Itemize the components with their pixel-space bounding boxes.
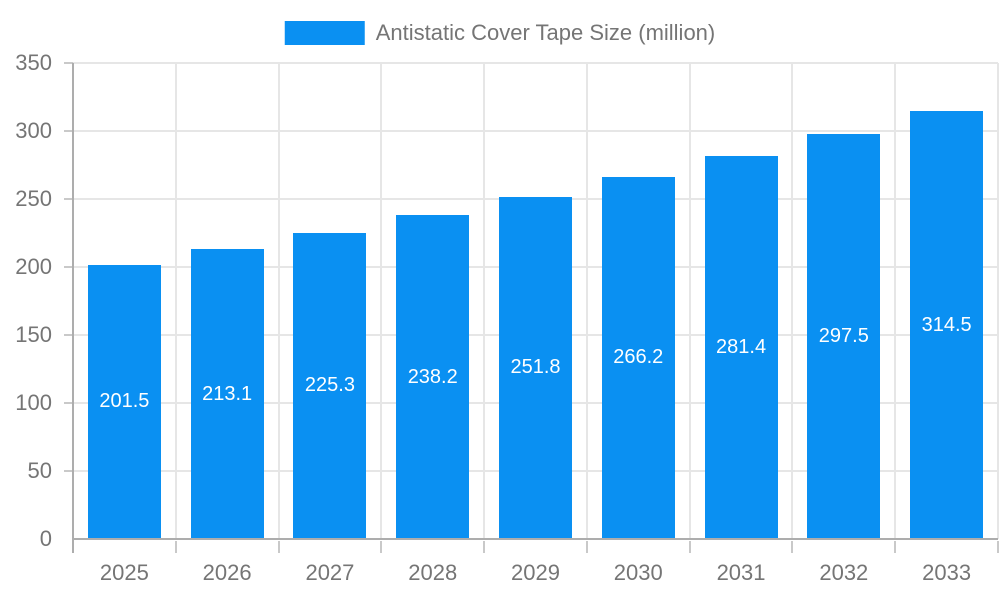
legend-swatch-icon — [284, 21, 365, 45]
x-axis-tick — [688, 541, 691, 553]
y-axis-label: 0 — [39, 526, 52, 551]
x-axis-tick — [483, 541, 486, 553]
y-gridline — [73, 130, 998, 132]
x-gridline — [791, 63, 794, 539]
y-axis-tick — [64, 470, 73, 472]
x-axis-tick — [997, 541, 999, 553]
x-gridline — [483, 63, 486, 539]
bar[interactable]: 201.5 — [87, 264, 161, 539]
bar[interactable]: 281.4 — [704, 156, 778, 539]
bar-value-label: 201.5 — [99, 390, 150, 413]
bar-value-label: 297.5 — [818, 325, 869, 348]
x-axis-label: 2028 — [408, 560, 458, 585]
x-axis-tick — [380, 541, 383, 553]
y-axis-tick — [64, 198, 73, 200]
bar-value-label: 251.8 — [510, 356, 561, 379]
y-axis-label: 100 — [15, 390, 52, 415]
x-axis-label: 2032 — [819, 560, 869, 585]
x-gridline — [174, 63, 177, 539]
x-axis-label: 2026 — [202, 560, 252, 585]
x-axis-tick — [277, 541, 280, 553]
y-axis-tick — [64, 130, 73, 132]
bar[interactable]: 251.8 — [499, 196, 572, 539]
x-axis-label: 2031 — [716, 560, 766, 585]
bar-value-label: 281.4 — [716, 336, 767, 359]
y-gridline — [73, 62, 998, 64]
bar[interactable]: 266.2 — [601, 176, 675, 539]
x-axis-label: 2030 — [613, 560, 663, 585]
x-axis-tick — [174, 541, 177, 553]
y-axis-label: 200 — [15, 254, 52, 279]
y-axis-tick — [64, 402, 73, 404]
y-axis-tick — [64, 62, 73, 64]
y-axis-label: 250 — [15, 186, 52, 211]
x-axis-line — [73, 538, 998, 540]
legend-label: Antistatic Cover Tape Size (million) — [375, 20, 716, 45]
bar[interactable]: 225.3 — [293, 232, 367, 539]
bar-value-label: 266.2 — [613, 346, 664, 369]
legend[interactable]: Antistatic Cover Tape Size (million) — [284, 20, 716, 46]
x-gridline — [380, 63, 383, 539]
y-axis-label: 50 — [27, 458, 52, 483]
y-axis-label: 150 — [15, 322, 52, 347]
x-axis-tick — [894, 541, 897, 553]
x-axis-label: 2029 — [511, 560, 560, 585]
x-gridline — [688, 63, 691, 539]
y-axis-tick — [64, 334, 73, 336]
bar-value-label: 238.2 — [407, 365, 458, 388]
bar-value-label: 225.3 — [304, 374, 355, 397]
bar[interactable]: 213.1 — [190, 249, 264, 539]
x-gridline — [277, 63, 280, 539]
bar[interactable]: 238.2 — [396, 215, 470, 539]
x-gridline — [997, 63, 999, 539]
bar[interactable]: 314.5 — [910, 111, 984, 539]
y-axis-label: 300 — [15, 118, 52, 143]
x-axis-tick — [585, 541, 588, 553]
bar-value-label: 213.1 — [202, 382, 253, 405]
x-axis-tick — [791, 541, 794, 553]
bar[interactable]: 297.5 — [807, 134, 881, 539]
x-gridline — [585, 63, 588, 539]
y-axis-label: 350 — [15, 50, 52, 75]
x-axis-label: 2033 — [922, 560, 972, 585]
y-axis-tick — [64, 266, 73, 268]
x-axis-label: 2025 — [99, 560, 149, 585]
x-axis-label: 2027 — [305, 560, 355, 585]
bar-value-label: 314.5 — [921, 313, 972, 336]
x-gridline — [894, 63, 897, 539]
y-axis-line — [72, 63, 74, 553]
